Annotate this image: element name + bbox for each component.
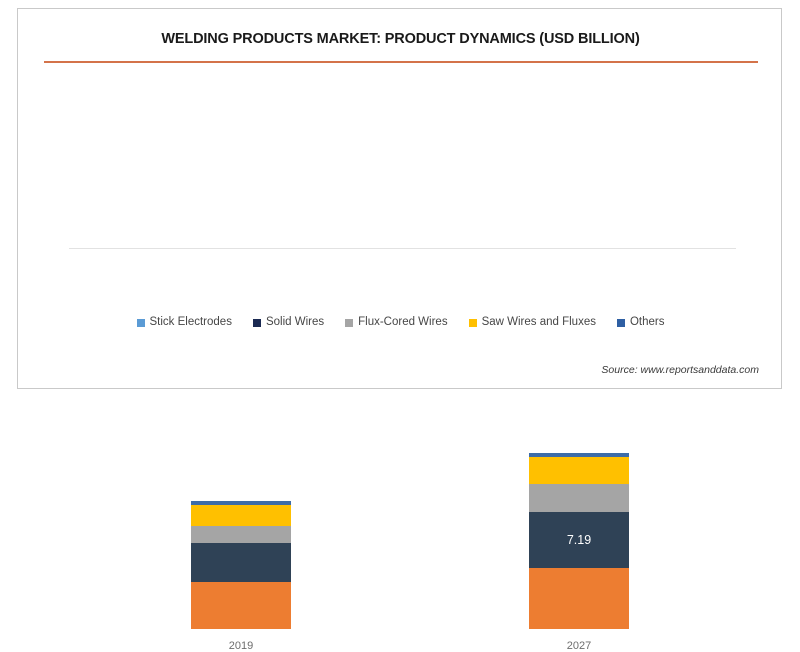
bar-segment-2027-stick[interactable]: [529, 568, 629, 629]
source-note: Source: www.reportsanddata.com: [601, 364, 759, 376]
plot-area: 2019 7.19 2027: [18, 9, 783, 652]
legend-label: Solid Wires: [265, 316, 325, 328]
bar-value-label-2027-solid-wires: 7.19: [566, 532, 592, 547]
x-tick-label-2019: 2019: [228, 640, 254, 652]
legend-swatch-icon: [252, 318, 261, 327]
x-tick-label-2027: 2027: [566, 640, 592, 652]
legend-swatch-icon: [468, 318, 477, 327]
bar-segment-2019-solid-wires[interactable]: [191, 543, 291, 582]
legend-item-others[interactable]: Others: [616, 316, 665, 329]
legend-swatch-icon: [136, 318, 145, 327]
bar-segment-2027-saw-wires[interactable]: [529, 457, 629, 484]
page-title: WELDING PRODUCTS MARKET: PRODUCT DYNAMIC…: [161, 31, 640, 47]
chart-legend: Stick Electrodes Solid Wires Flux-Cored Wi…: [18, 316, 783, 329]
legend-swatch-icon: [616, 318, 625, 327]
bar-segment-2027-solid-wires[interactable]: 7.19: [529, 512, 629, 568]
legend-item-saw-wires-and-fluxes[interactable]: Saw Wires and Fluxes: [468, 316, 596, 329]
chart-figure: WELDING PRODUCTS MARKET: PRODUCT DYNAMIC…: [17, 8, 783, 652]
legend-item-stick-electrodes[interactable]: Stick Electrodes: [136, 316, 232, 329]
stacked-bar-2027[interactable]: 7.19: [529, 453, 629, 629]
legend-label: Stick Electrodes: [149, 316, 232, 328]
title-divider: [44, 61, 758, 63]
x-axis-line: [69, 248, 736, 249]
legend-swatch-icon: [345, 318, 354, 327]
legend-item-solid-wires[interactable]: Solid Wires: [252, 316, 325, 329]
bar-segment-2019-flux-cored[interactable]: [191, 526, 291, 543]
stacked-bar-2019[interactable]: [191, 501, 291, 629]
bar-segment-2019-stick[interactable]: [191, 582, 291, 629]
legend-label: Flux-Cored Wires: [358, 316, 448, 328]
bar-segment-2019-saw-wires[interactable]: [191, 505, 291, 526]
bar-segment-2027-flux-cored[interactable]: [529, 484, 629, 512]
legend-label: Saw Wires and Fluxes: [481, 316, 596, 328]
legend-item-flux-cored-wires[interactable]: Flux-Cored Wires: [345, 316, 448, 329]
legend-label: Others: [629, 316, 665, 328]
